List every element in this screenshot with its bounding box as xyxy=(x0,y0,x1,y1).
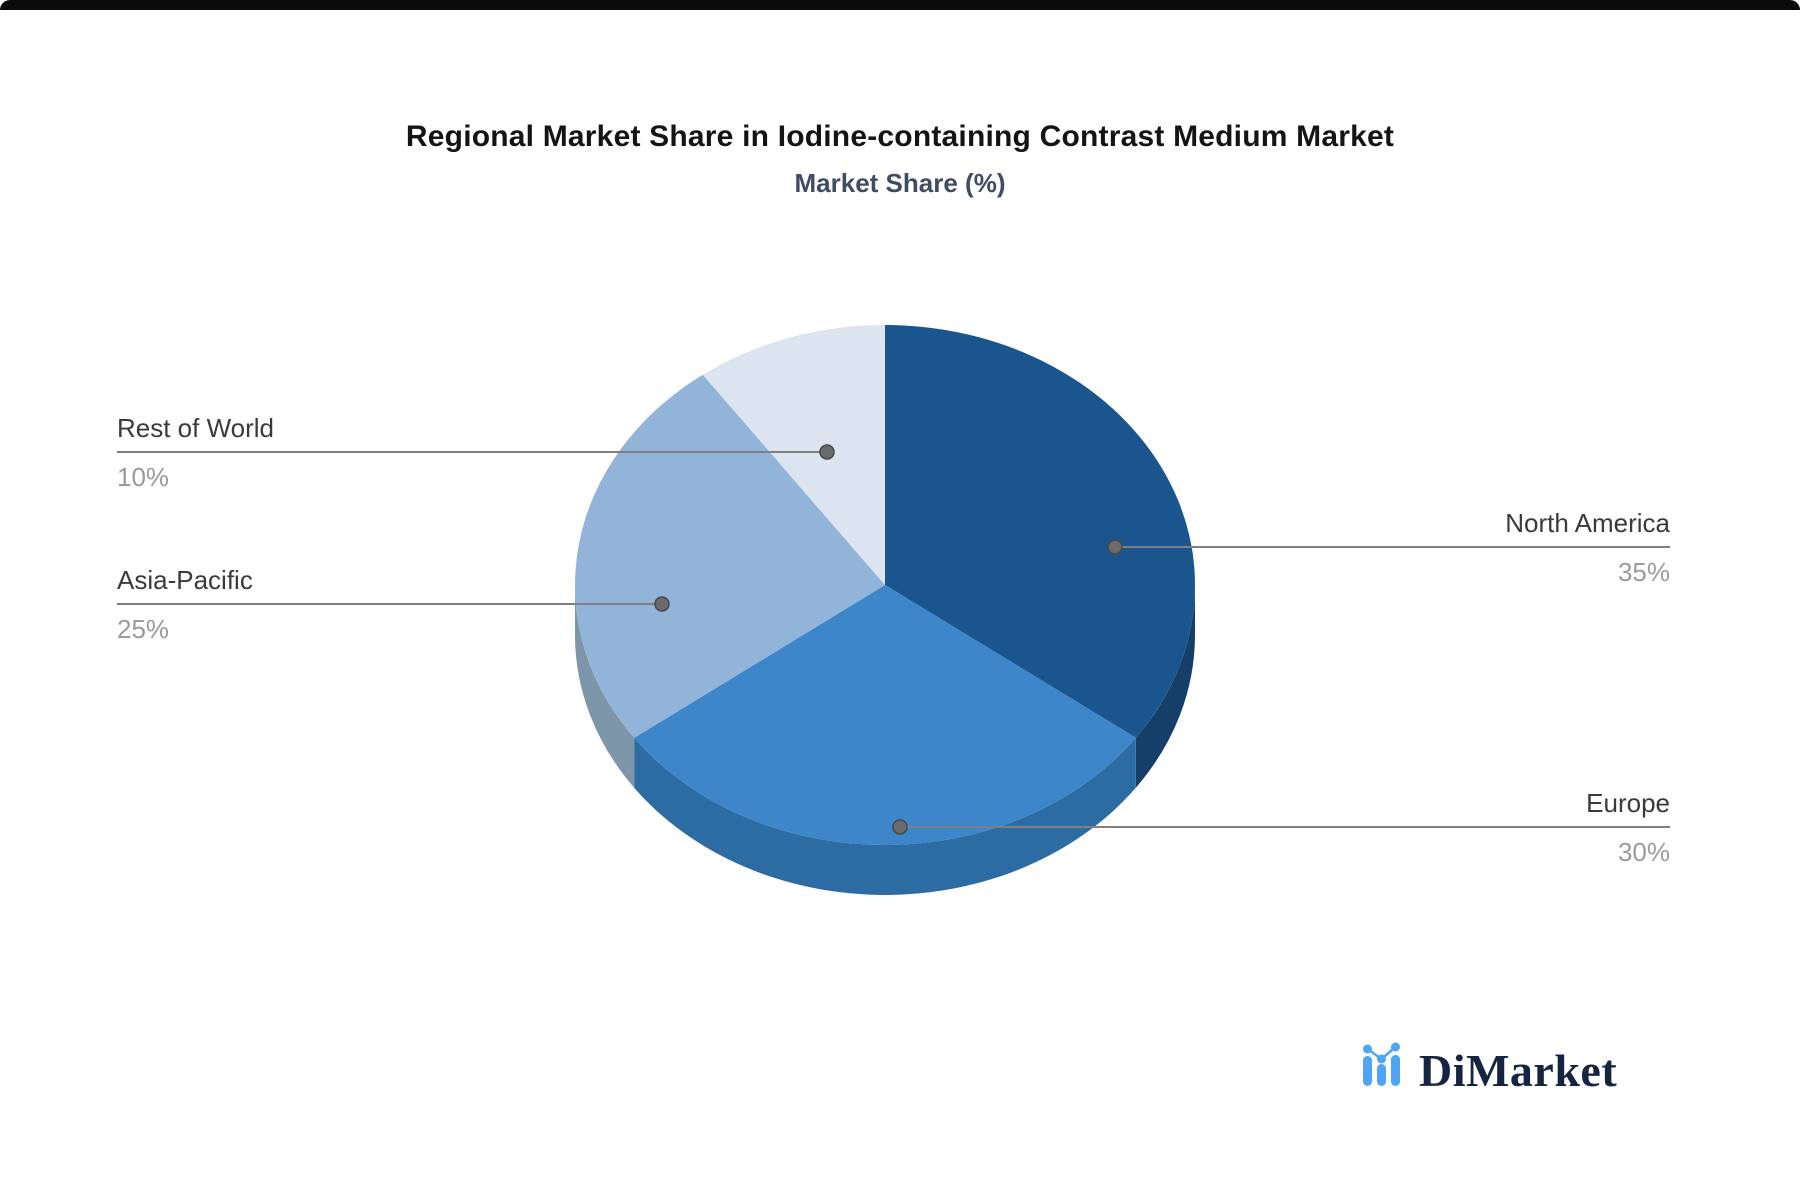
brand-logo: DiMarket xyxy=(1363,1036,1617,1094)
pie-slice-side xyxy=(1135,585,1195,788)
leader-dot xyxy=(654,596,670,612)
callout-value: 35% xyxy=(1617,557,1670,587)
callout-value: 10% xyxy=(117,462,170,492)
callout-label: North America xyxy=(1505,508,1670,538)
page-subtitle: Market Share (%) xyxy=(794,168,1006,198)
leader-dot xyxy=(892,819,908,835)
pie-slice xyxy=(575,374,885,738)
pie-slice xyxy=(702,325,885,585)
pie-slice-side xyxy=(575,585,635,788)
callout-label: Europe xyxy=(1586,788,1670,818)
callout-label: Asia-Pacific xyxy=(117,565,253,595)
callout-value: 25% xyxy=(117,614,170,644)
pie-slice-side xyxy=(634,737,1136,895)
callout-label: Rest of World xyxy=(117,413,275,443)
pie-slice xyxy=(885,325,1195,738)
leader-dot xyxy=(819,444,835,460)
leader-dot xyxy=(1107,539,1123,555)
brand-name: DiMarket xyxy=(1419,1045,1618,1096)
pie-slice xyxy=(634,585,1136,845)
page-title: Regional Market Share in Iodine-containi… xyxy=(405,120,1395,153)
callout-value: 30% xyxy=(1617,837,1670,867)
window-top-edge xyxy=(0,0,1800,10)
bar-line-chart-logo-icon xyxy=(1363,1042,1400,1086)
